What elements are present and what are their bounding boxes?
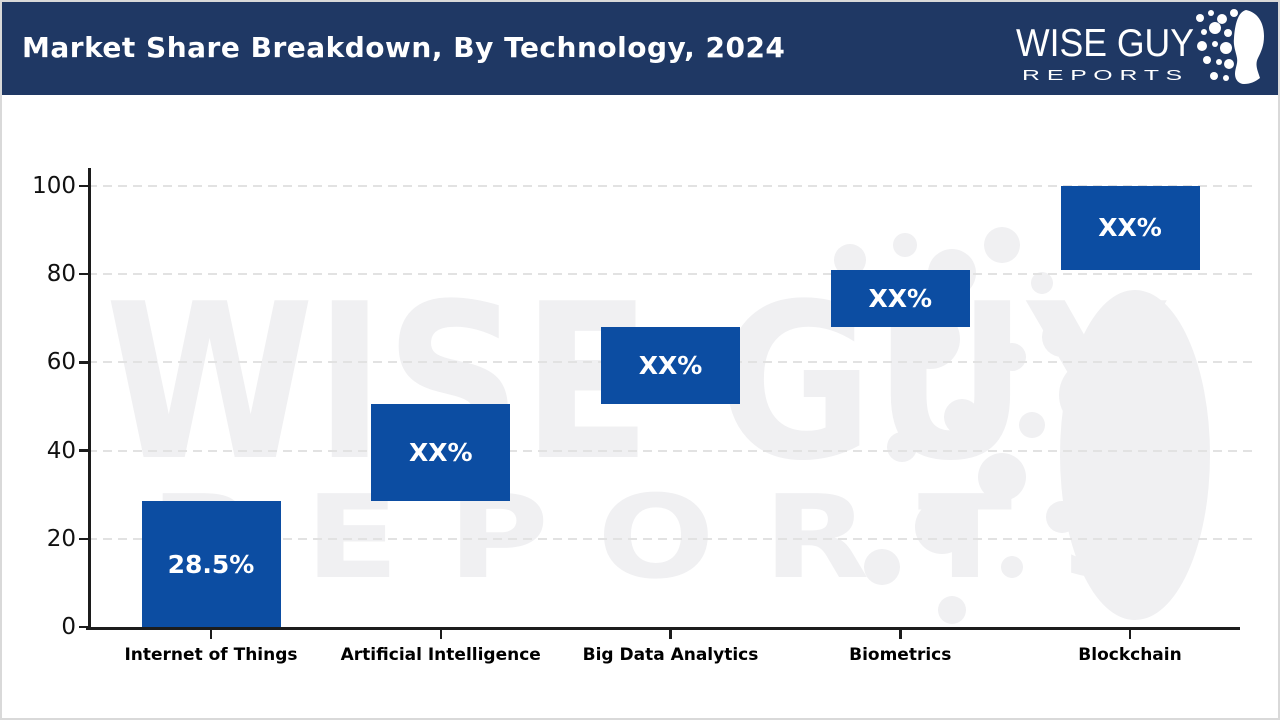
page-title: Market Share Breakdown, By Technology, 2… <box>22 31 786 64</box>
x-tick-mark <box>669 630 672 639</box>
waterfall-bar: 28.5% <box>141 501 281 627</box>
chart-area: WISE GUY R E P O R T S 0 20 40 60 80 100 28.5%… <box>0 95 1280 720</box>
y-gridline <box>88 185 1253 187</box>
logo-dot-face-icon <box>1196 8 1264 84</box>
bar-value-label: XX% <box>408 438 473 468</box>
x-category-label: Artificial Intelligence <box>340 645 541 665</box>
logo-primary-text: WISE GUY <box>1016 22 1194 65</box>
y-tick-mark <box>79 184 88 188</box>
x-tick-mark <box>439 630 442 639</box>
x-category-label: Biometrics <box>849 645 952 665</box>
waterfall-bar: XX% <box>371 404 511 502</box>
x-category-label: Internet of Things <box>124 645 298 665</box>
wise-guy-reports-logo: WISE GUY R E P O R T S <box>1016 8 1264 84</box>
waterfall-bar: XX% <box>601 327 740 405</box>
waterfall-bar: XX% <box>1060 186 1200 270</box>
y-gridline <box>88 273 1253 276</box>
y-tick-mark <box>79 272 88 276</box>
x-axis-line <box>86 627 1240 630</box>
bar-value-label: XX% <box>868 283 933 313</box>
bar-value-label: XX% <box>1098 213 1162 243</box>
x-category-label: Blockchain <box>1078 645 1182 665</box>
x-tick-mark <box>899 630 902 639</box>
y-tick-label: 80 <box>46 261 76 288</box>
logo-secondary-text: R E P O R T S <box>1022 67 1182 84</box>
y-tick-label: 0 <box>61 614 76 640</box>
y-gridline <box>88 537 1253 540</box>
y-tick-label: 100 <box>32 173 76 199</box>
y-gridline <box>88 449 1253 452</box>
y-tick-mark <box>79 361 88 364</box>
y-tick-label: 40 <box>46 437 76 464</box>
y-tick-label: 20 <box>46 525 76 552</box>
watermark-dots-icon <box>834 227 1210 624</box>
header-bar: Market Share Breakdown, By Technology, 2… <box>0 0 1280 95</box>
waterfall-bar: XX% <box>830 269 970 328</box>
bar-value-label: XX% <box>638 351 703 381</box>
x-tick-mark <box>209 630 213 639</box>
x-category-label: Big Data Analytics <box>582 645 759 665</box>
y-tick-mark <box>79 625 88 629</box>
x-tick-mark <box>1128 630 1132 639</box>
y-tick-mark <box>79 537 88 541</box>
y-axis-line <box>88 168 91 629</box>
bar-value-label: 28.5% <box>167 549 255 579</box>
y-tick-label: 60 <box>46 349 76 376</box>
y-tick-mark <box>79 449 88 452</box>
